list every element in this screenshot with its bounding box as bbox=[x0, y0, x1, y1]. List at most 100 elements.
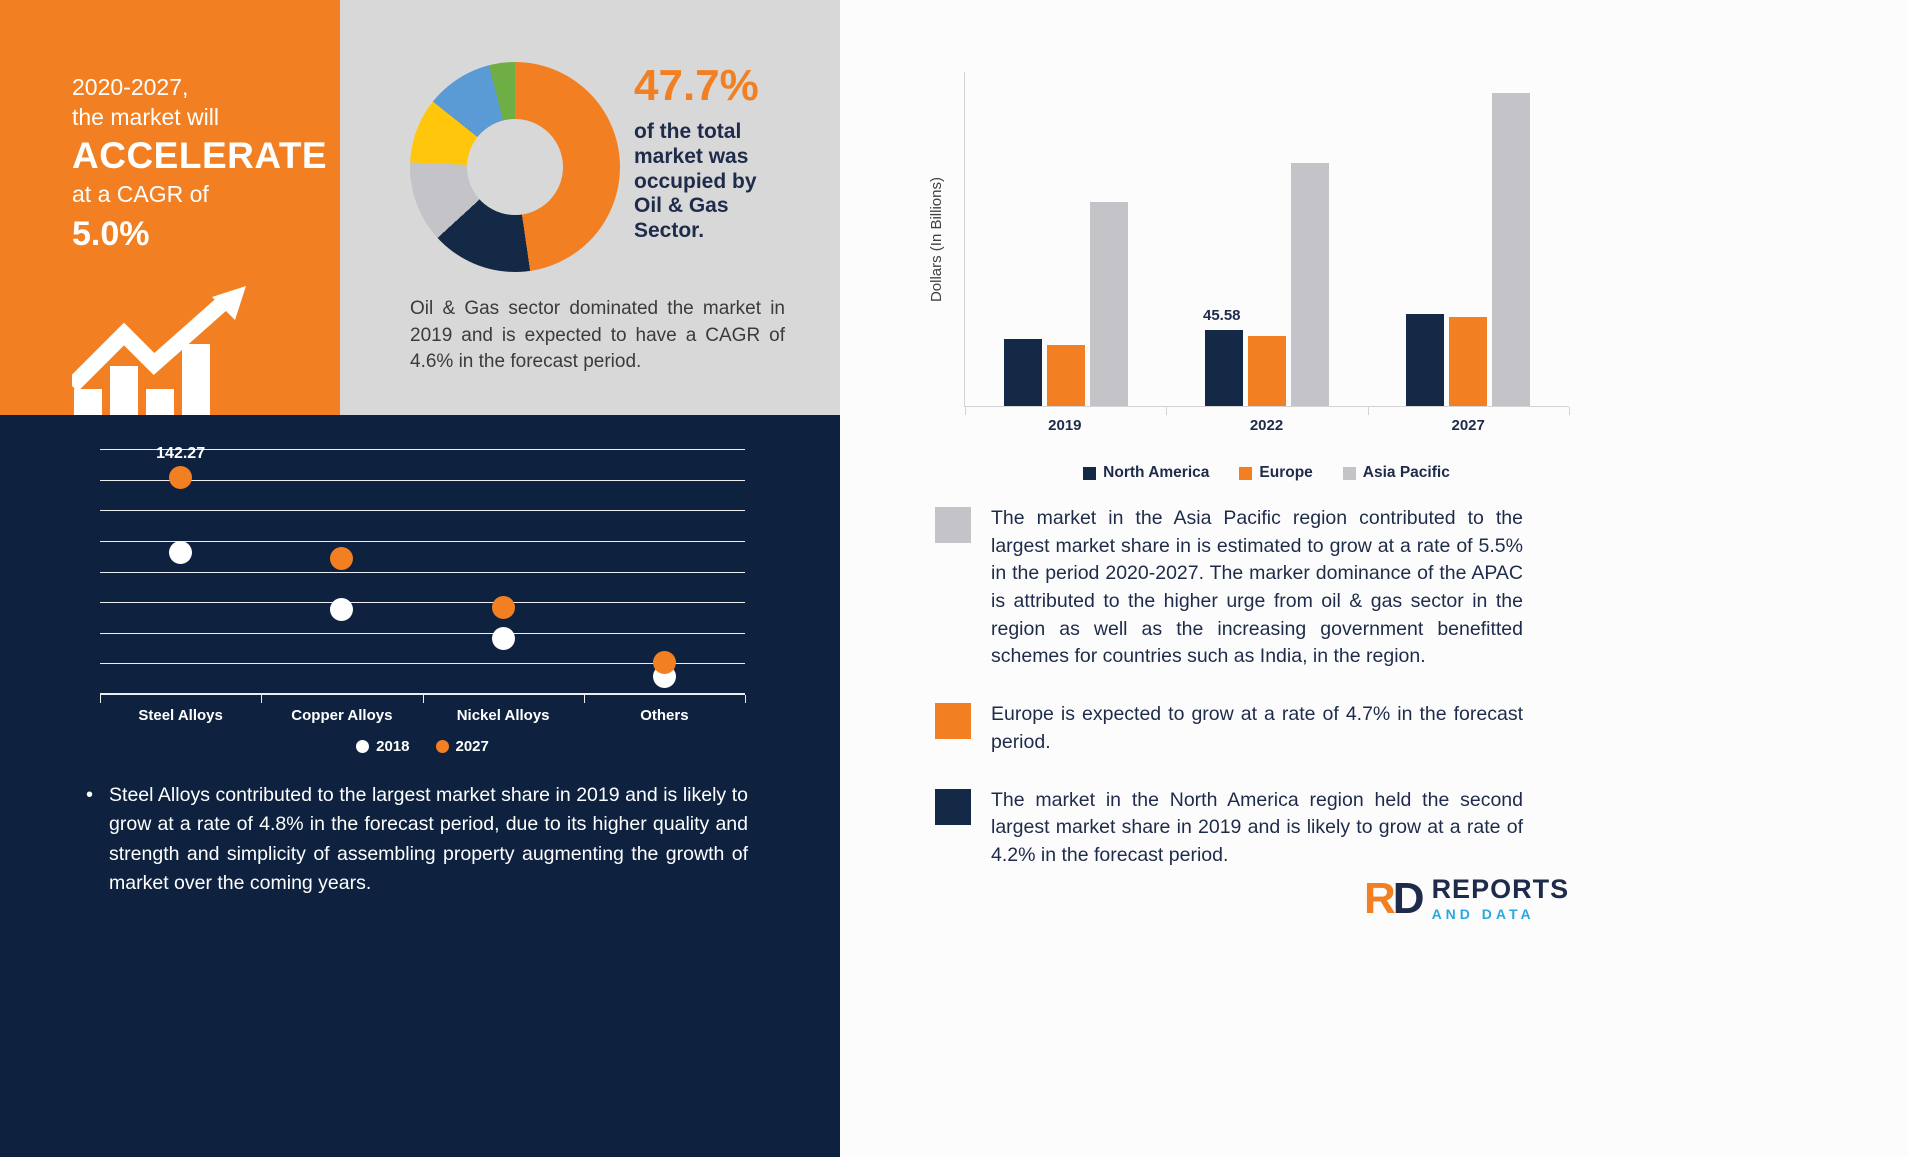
dot-plot-gridline bbox=[100, 479, 745, 481]
dot-plot-gridline bbox=[100, 693, 745, 695]
dot-plot-legend: 2018 2027 bbox=[100, 738, 745, 755]
bullet-marker: • bbox=[86, 784, 94, 806]
dot-plot-gridline bbox=[100, 510, 745, 512]
top-row: 2020-2027, the market will ACCELERATE at… bbox=[0, 0, 840, 437]
bar-wrap bbox=[1290, 163, 1329, 406]
dot-2018-copper-alloys bbox=[330, 597, 354, 621]
oil-gas-share-caption: of the total market was occupied by Oil … bbox=[634, 120, 757, 243]
dot-plot-gridline bbox=[100, 602, 745, 604]
dot-plot-gridline bbox=[100, 449, 745, 450]
regional-analysis-panel: Dollars (In Billions) 45.58 2019 2022 2027… bbox=[840, 0, 1908, 1157]
bar-plot-area: 45.58 bbox=[964, 72, 1570, 415]
legend-dot-swatch bbox=[435, 740, 449, 753]
dot-2027-steel-alloys bbox=[169, 465, 193, 489]
steel-alloys-bullet-text: Steel Alloys contributed to the largest … bbox=[109, 784, 748, 894]
cagr-highlight-panel: 2020-2027, the market will ACCELERATE at… bbox=[0, 0, 340, 437]
bar-legend-item-europe: Europe bbox=[1239, 464, 1313, 482]
bar-group-2019 bbox=[1003, 201, 1128, 406]
donut-caption: 47.7% of the total market was occupied b… bbox=[634, 62, 779, 244]
rd-logo-mark-icon: R D bbox=[1364, 873, 1425, 923]
dot-legend-item-2027: 2027 bbox=[435, 738, 489, 755]
bar-category-label: 2022 bbox=[1249, 417, 1284, 434]
legend-dot-swatch bbox=[356, 740, 370, 753]
legend-series-label: 2027 bbox=[455, 738, 489, 755]
bar-axis-tick bbox=[1367, 407, 1369, 415]
cagr-line2: the market will bbox=[72, 104, 219, 131]
dot-plot-data-label: 142.27 bbox=[156, 445, 206, 463]
dot-2027-copper-alloys bbox=[330, 547, 354, 571]
dot-plot-gridline bbox=[100, 540, 745, 542]
bar-europe-2022 bbox=[1247, 335, 1286, 406]
dot-plot-axis-tick bbox=[422, 695, 424, 703]
bar-group-2022: 45.58 bbox=[1203, 163, 1329, 406]
dot-plot-gridline bbox=[100, 632, 745, 634]
bar-north-america-2027 bbox=[1406, 313, 1445, 406]
cagr-value: 5.0% bbox=[72, 215, 150, 254]
bar-axis-tick bbox=[1166, 407, 1168, 415]
oil-gas-body-text: Oil & Gas sector dominated the market in… bbox=[410, 298, 785, 373]
dot-plot-gridline bbox=[100, 663, 745, 665]
dot-2027-nickel-alloys bbox=[491, 596, 515, 620]
oil-gas-donut-chart bbox=[410, 62, 620, 272]
dot-plot-category-label: Nickel Alloys bbox=[456, 707, 550, 724]
bar-chart-categories: 2019 2022 2027 bbox=[964, 417, 1569, 434]
logo-letter-d: D bbox=[1392, 873, 1425, 923]
dot-plot-axis-tick bbox=[261, 695, 263, 703]
bar-category-label: 2027 bbox=[1451, 417, 1485, 434]
left-column: 2020-2027, the market will ACCELERATE at… bbox=[0, 0, 840, 1157]
logo-text: REPORTS AND DATA bbox=[1431, 874, 1570, 922]
cagr-line4: at a CAGR of bbox=[72, 180, 209, 207]
oil-gas-share-value: 47.7% bbox=[634, 61, 759, 110]
bar-asia-pacific-2019 bbox=[1089, 201, 1128, 406]
logo-subtitle: AND DATA bbox=[1431, 906, 1535, 922]
bar-data-label: 45.58 bbox=[1202, 306, 1241, 324]
bar-asia-pacific-2027 bbox=[1492, 92, 1531, 406]
legend-color-swatch bbox=[1083, 466, 1097, 480]
donut-row: 47.7% of the total market was occupied b… bbox=[410, 62, 785, 272]
dot-plot-axis-tick bbox=[583, 695, 585, 703]
legend-series-label: 2018 bbox=[376, 738, 410, 755]
bar-north-america-2019 bbox=[1003, 339, 1042, 406]
bar-wrap: 45.58 bbox=[1203, 307, 1243, 406]
logo-title: REPORTS bbox=[1431, 874, 1570, 904]
dot-plot-gridline bbox=[100, 571, 745, 573]
bar-axis-tick bbox=[965, 407, 966, 415]
legend-color-swatch bbox=[1342, 466, 1356, 480]
europe-swatch bbox=[935, 703, 971, 740]
dot-plot-axis-tick bbox=[745, 695, 746, 703]
bar-wrap bbox=[1406, 313, 1445, 406]
bar-group-2027 bbox=[1406, 92, 1531, 406]
dot-plot-categories: Steel Alloys Copper Alloys Nickel Alloys Ot… bbox=[100, 707, 745, 724]
region-bullets: The market in the Asia Pacific region co… bbox=[935, 505, 1523, 870]
legend-series-label: Europe bbox=[1259, 464, 1313, 481]
dot-2027-others bbox=[652, 651, 676, 675]
dot-plot-category-label: Others bbox=[640, 707, 689, 724]
bar-legend-item-north-america: North America bbox=[1083, 464, 1209, 482]
bar-wrap bbox=[1003, 339, 1042, 406]
cagr-period: 2020-2027, bbox=[72, 74, 189, 100]
legend-series-label: North America bbox=[1103, 464, 1210, 481]
dot-plot-category-label: Copper Alloys bbox=[291, 707, 393, 724]
alloys-dot-plot: 142.27 bbox=[100, 445, 746, 703]
bar-north-america-2022 bbox=[1204, 329, 1243, 406]
logo-letter-r: R bbox=[1364, 873, 1396, 923]
bar-wrap bbox=[1089, 201, 1128, 406]
steel-alloys-bullet: • Steel Alloys contributed to the larges… bbox=[86, 781, 748, 898]
oil-gas-panel: 47.7% of the total market was occupied b… bbox=[340, 0, 840, 415]
donut-hole bbox=[467, 119, 563, 215]
north-america-bullet: The market in the North America region h… bbox=[935, 787, 1523, 870]
asia-pacific-bullet: The market in the Asia Pacific region co… bbox=[935, 505, 1523, 671]
regional-bar-chart: Dollars (In Billions) 45.58 2019 2022 2027… bbox=[928, 72, 1570, 482]
reports-and-data-logo: R D REPORTS AND DATA bbox=[1364, 873, 1570, 923]
dot-2018-steel-alloys bbox=[169, 541, 193, 565]
asia-pacific-swatch bbox=[935, 507, 971, 543]
bar-legend-item-asia-pacific: Asia Pacific bbox=[1342, 464, 1450, 482]
dot-legend-item-2018: 2018 bbox=[356, 738, 410, 755]
growth-arrow-icon bbox=[72, 286, 246, 437]
bar-europe-2019 bbox=[1046, 344, 1085, 406]
bar-category-label: 2019 bbox=[1048, 417, 1082, 434]
dot-plot-category-label: Steel Alloys bbox=[138, 707, 223, 724]
bar-chart-ylabel: Dollars (In Billions) bbox=[928, 176, 945, 303]
bar-chart-plot-row: Dollars (In Billions) 45.58 bbox=[928, 72, 1570, 415]
